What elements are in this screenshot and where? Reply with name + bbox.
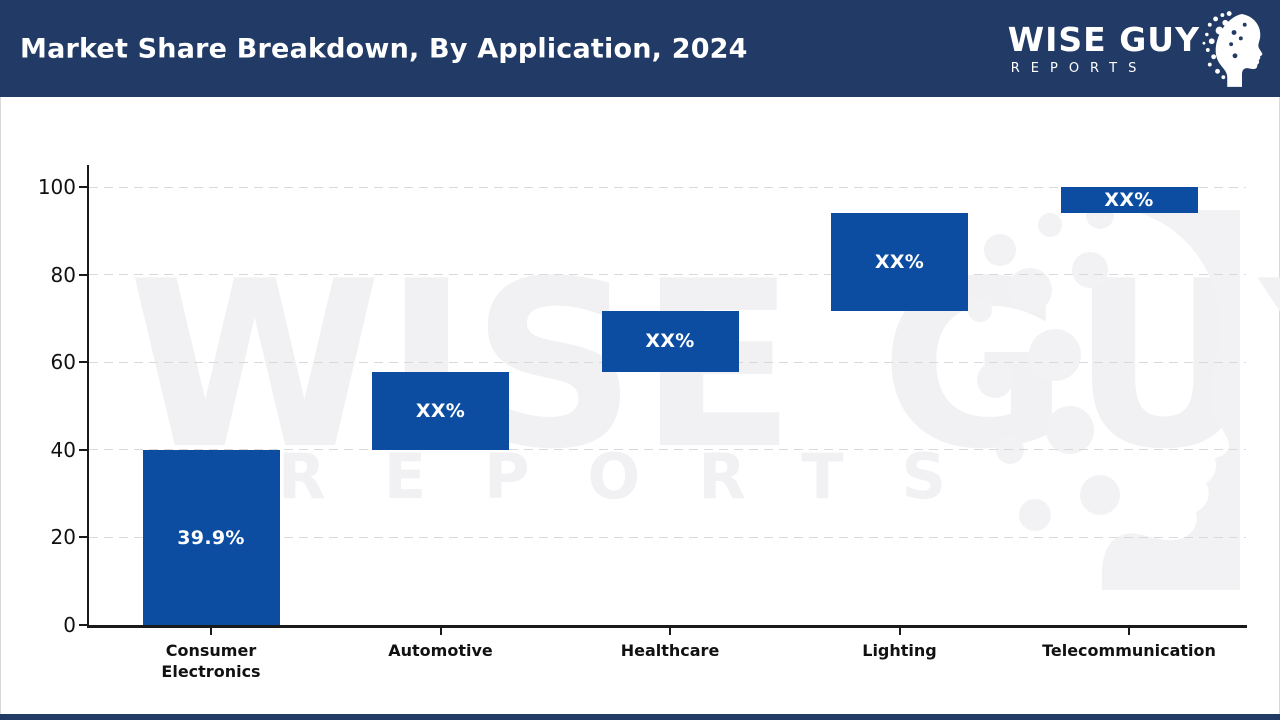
x-tick (669, 628, 671, 635)
bar-telecommunication: XX% (1060, 187, 1198, 214)
logo-wordmark: WISE GUY (1007, 19, 1200, 59)
x-tick (439, 628, 442, 635)
y-tick-60 (79, 361, 87, 364)
watermark-subtext: REPORTS (278, 440, 1005, 513)
bar-value-label: XX% (645, 330, 695, 353)
bar-consumer-electronics: 39.9% (142, 450, 280, 625)
y-tick-80 (79, 273, 87, 276)
bar-value-label: XX% (415, 399, 466, 422)
x-category-label: Telecommunication (1042, 641, 1216, 660)
y-tick-100 (79, 186, 87, 188)
bar-value-label: XX% (874, 250, 925, 273)
x-category-label: Lighting (862, 641, 937, 660)
gridline-40 (89, 449, 1246, 451)
bar-value-label: 39.9% (177, 526, 245, 549)
x-axis-line (87, 625, 1247, 628)
x-category-label: Consumer Electronics (161, 641, 261, 681)
y-tick-label: 80 (50, 262, 76, 287)
gridline-80 (89, 274, 1246, 276)
header-bar: Market Share Breakdown, By Application, … (0, 0, 1280, 97)
y-tick-20 (79, 536, 87, 539)
y-tick-label: 0 (63, 613, 76, 637)
x-category-label: Automotive (388, 641, 493, 660)
bar-automotive: XX% (372, 371, 509, 450)
footer-bar (0, 714, 1280, 720)
x-tick (898, 628, 901, 635)
y-tick-0 (79, 624, 87, 626)
x-tick (1128, 628, 1130, 635)
logo-subtext: REPORTS (1010, 60, 1148, 76)
brand-logo: WISE GUY REPORTS (1008, 8, 1268, 90)
y-tick-40 (79, 448, 87, 451)
y-tick-label: 60 (50, 350, 76, 375)
y-tick-label: 100 (37, 175, 76, 199)
gridline-20 (89, 536, 1246, 538)
bar-healthcare: XX% (601, 310, 739, 372)
y-axis-line (87, 165, 89, 626)
x-tick (210, 628, 212, 635)
y-tick-label: 40 (50, 437, 76, 462)
logo-head-icon (1202, 11, 1263, 87)
bar-value-label: XX% (1104, 189, 1154, 212)
y-tick-label: 20 (50, 525, 76, 550)
watermark-head-icon (968, 201, 1240, 590)
bar-lighting: XX% (831, 213, 968, 311)
gridline-100 (89, 186, 1246, 188)
x-category-label: Healthcare (620, 641, 720, 660)
chart-title: Market Share Breakdown, By Application, … (20, 33, 748, 64)
